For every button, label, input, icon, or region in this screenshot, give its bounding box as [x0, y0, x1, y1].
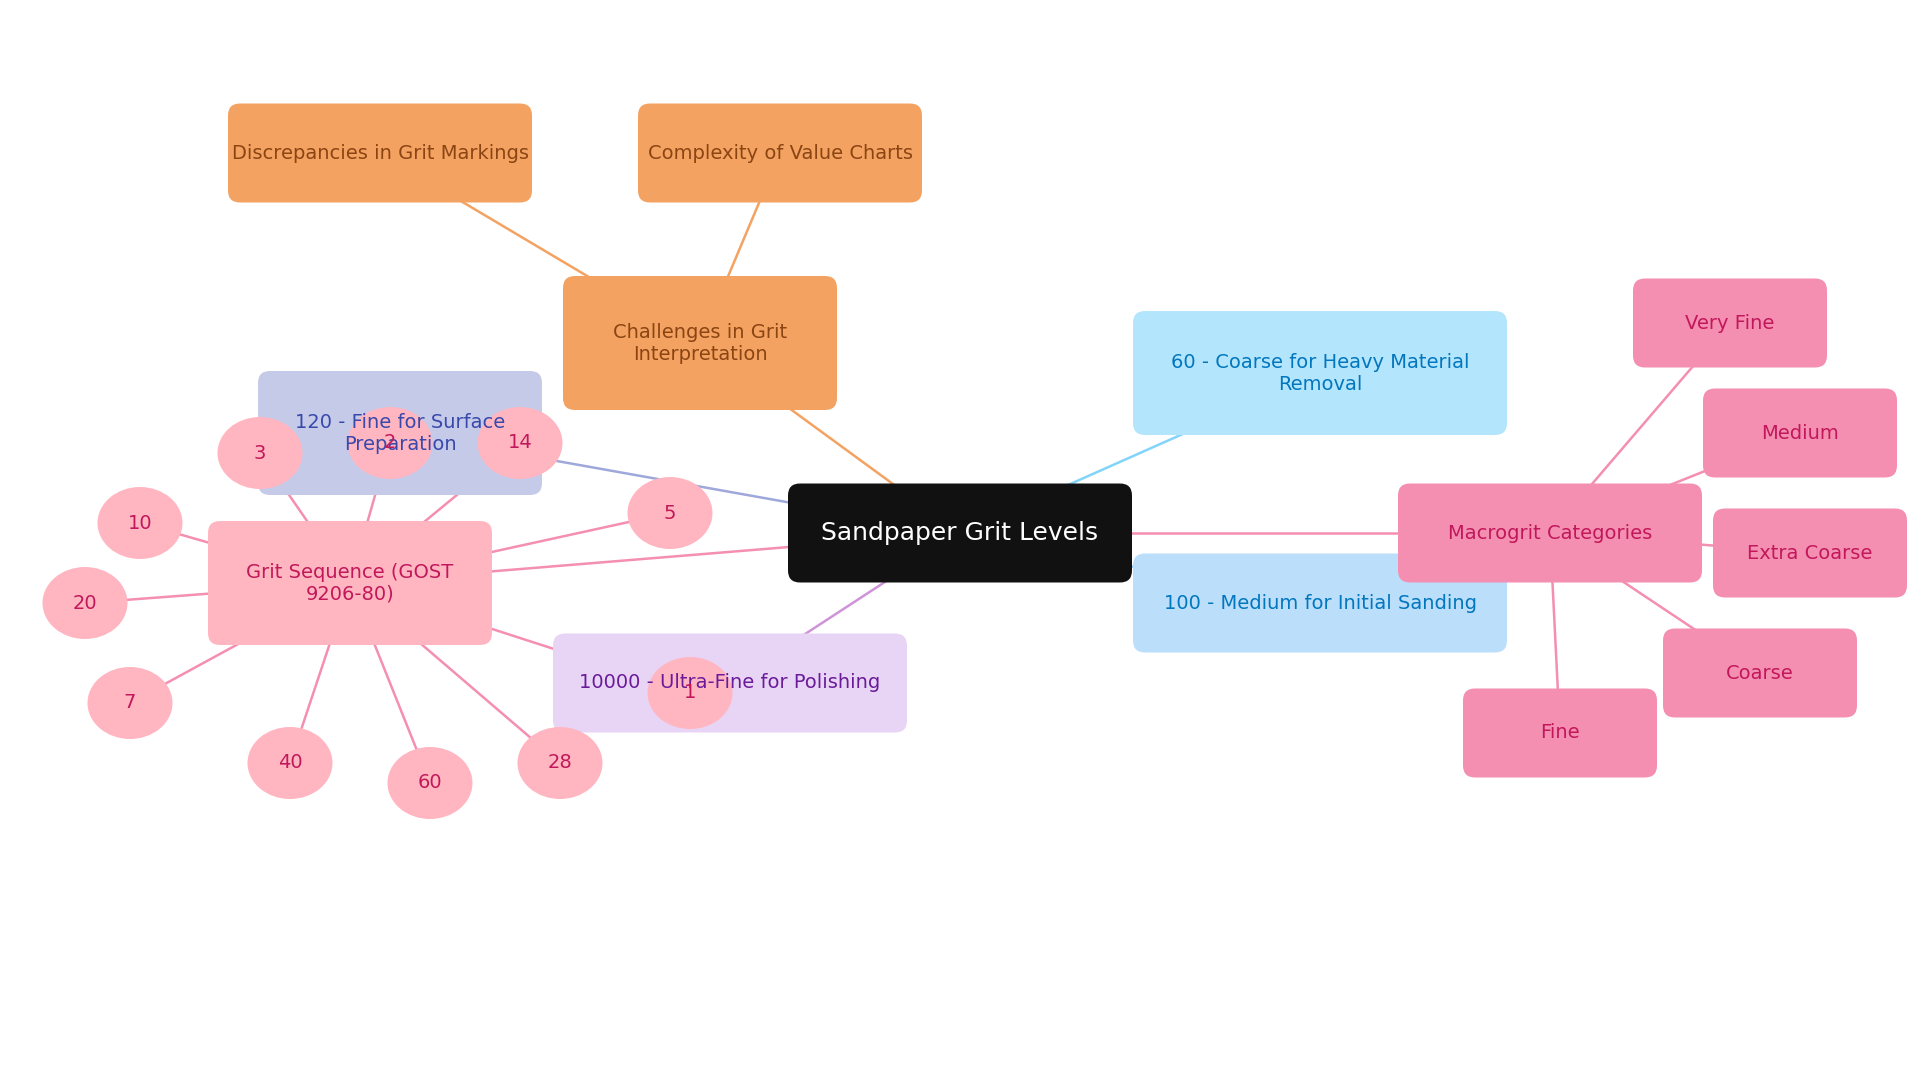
Ellipse shape [98, 487, 182, 559]
Text: 14: 14 [507, 433, 532, 453]
FancyBboxPatch shape [1463, 689, 1657, 778]
Text: 28: 28 [547, 754, 572, 772]
Ellipse shape [88, 667, 173, 739]
Ellipse shape [42, 567, 127, 639]
Ellipse shape [248, 727, 332, 799]
Text: 60 - Coarse for Heavy Material
Removal: 60 - Coarse for Heavy Material Removal [1171, 352, 1469, 393]
Text: Fine: Fine [1540, 723, 1580, 743]
Text: 40: 40 [278, 754, 301, 772]
Text: Grit Sequence (GOST
9206-80): Grit Sequence (GOST 9206-80) [246, 562, 453, 603]
FancyBboxPatch shape [228, 104, 532, 203]
FancyBboxPatch shape [207, 521, 492, 645]
Ellipse shape [518, 727, 603, 799]
Text: 60: 60 [419, 773, 442, 793]
FancyBboxPatch shape [553, 634, 906, 732]
Text: 10: 10 [129, 513, 152, 533]
Text: 20: 20 [73, 593, 98, 613]
FancyBboxPatch shape [1133, 553, 1507, 652]
Ellipse shape [217, 417, 303, 490]
Ellipse shape [478, 407, 563, 479]
Text: Coarse: Coarse [1726, 664, 1793, 682]
Text: Extra Coarse: Extra Coarse [1747, 544, 1872, 562]
FancyBboxPatch shape [563, 276, 837, 410]
Text: Sandpaper Grit Levels: Sandpaper Grit Levels [822, 521, 1098, 545]
Ellipse shape [388, 747, 472, 819]
Text: 5: 5 [664, 504, 676, 522]
Ellipse shape [647, 657, 733, 729]
Text: 100 - Medium for Initial Sanding: 100 - Medium for Initial Sanding [1164, 593, 1476, 613]
FancyBboxPatch shape [1713, 509, 1907, 598]
Text: Macrogrit Categories: Macrogrit Categories [1448, 523, 1651, 543]
FancyBboxPatch shape [1703, 389, 1897, 478]
Text: Complexity of Value Charts: Complexity of Value Charts [647, 144, 912, 162]
Text: 120 - Fine for Surface
Preparation: 120 - Fine for Surface Preparation [296, 413, 505, 454]
Text: Very Fine: Very Fine [1686, 313, 1774, 332]
Text: Discrepancies in Grit Markings: Discrepancies in Grit Markings [232, 144, 528, 162]
FancyBboxPatch shape [787, 483, 1133, 583]
Text: 1: 1 [684, 683, 697, 703]
Text: Challenges in Grit
Interpretation: Challenges in Grit Interpretation [612, 323, 787, 364]
FancyBboxPatch shape [1133, 311, 1507, 435]
FancyBboxPatch shape [637, 104, 922, 203]
Text: Medium: Medium [1761, 423, 1839, 443]
Ellipse shape [628, 477, 712, 549]
FancyBboxPatch shape [1634, 278, 1828, 367]
Text: 7: 7 [123, 693, 136, 713]
FancyBboxPatch shape [257, 371, 541, 495]
Text: 3: 3 [253, 444, 267, 462]
Ellipse shape [348, 407, 432, 479]
FancyBboxPatch shape [1663, 628, 1857, 718]
Text: 10000 - Ultra-Fine for Polishing: 10000 - Ultra-Fine for Polishing [580, 674, 881, 692]
Text: 2: 2 [384, 433, 396, 453]
FancyBboxPatch shape [1398, 483, 1701, 583]
